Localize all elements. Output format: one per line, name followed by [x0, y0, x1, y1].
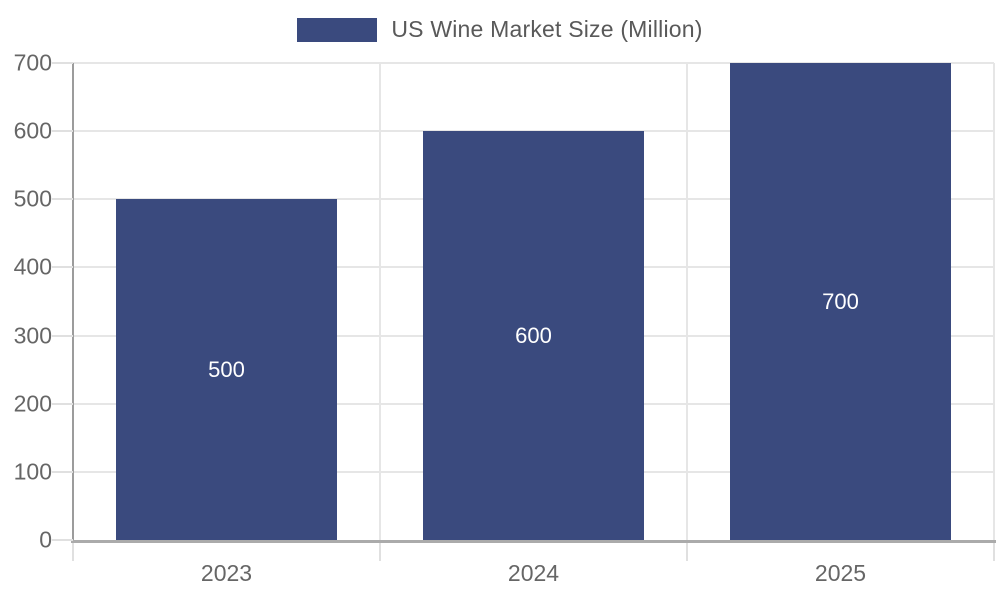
gridline-vertical — [379, 63, 381, 540]
y-axis-tick-label: 0 — [39, 526, 52, 553]
bar-value-label: 500 — [208, 356, 245, 382]
x-axis-tick — [993, 543, 995, 561]
y-axis-tick — [52, 470, 73, 473]
y-axis-tick — [52, 266, 73, 269]
x-axis-tick-label: 2024 — [507, 560, 560, 586]
y-axis-tick — [52, 130, 73, 133]
x-axis-tick-label: 2023 — [200, 560, 253, 586]
y-axis-tick-label: 600 — [13, 117, 52, 144]
x-axis-tick-label: 2025 — [814, 560, 867, 586]
y-axis-tick — [52, 402, 73, 405]
gridline-horizontal — [73, 62, 994, 64]
legend-label: US Wine Market Size (Million) — [391, 16, 703, 42]
y-axis-tick-label: 100 — [13, 458, 52, 485]
gridline-vertical — [993, 63, 995, 540]
y-axis-tick — [52, 334, 73, 337]
x-axis-tick — [686, 543, 688, 561]
bar — [730, 63, 951, 540]
y-axis-tick-label: 700 — [13, 49, 52, 76]
x-axis-line — [71, 540, 996, 543]
gridline-horizontal — [73, 130, 994, 133]
bar — [423, 131, 644, 540]
legend-swatch — [297, 17, 378, 42]
x-axis-tick — [379, 543, 381, 561]
y-axis-tick — [52, 539, 73, 541]
y-axis-tick — [52, 198, 73, 201]
bar — [116, 199, 337, 540]
y-axis-tick-label: 500 — [13, 185, 52, 212]
x-axis-tick — [72, 543, 74, 561]
bar-value-label: 700 — [822, 288, 859, 314]
y-axis-tick-label: 400 — [13, 253, 52, 280]
y-axis-line — [72, 63, 74, 540]
y-axis-tick — [52, 62, 73, 64]
y-axis-tick-label: 200 — [13, 390, 52, 417]
gridline-vertical — [686, 63, 688, 540]
y-axis-tick-label: 300 — [13, 322, 52, 349]
plot-area: 0 100 200 300 400 500 600 700 500 2023 600 2024 700 2… — [14, 50, 996, 586]
bar-value-label: 600 — [515, 322, 552, 348]
legend[interactable]: US Wine Market Size (Million) — [0, 16, 1000, 43]
